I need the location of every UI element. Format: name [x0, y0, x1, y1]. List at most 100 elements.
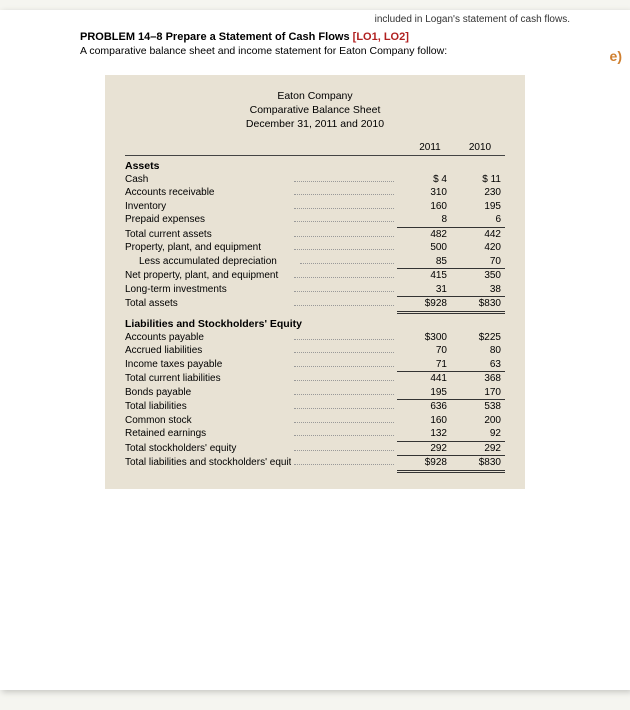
value-2011: 500 [397, 241, 451, 255]
table-row: Total liabilities and stockholders' equi… [125, 456, 505, 473]
value-2010: 195 [451, 200, 505, 214]
value-2011: 415 [397, 269, 451, 283]
table-row: Less accumulated depreciation 8570 [125, 255, 505, 270]
leader-dots [294, 228, 394, 237]
table-row: Cash$ 4$ 11 [125, 173, 505, 187]
value-2011: 292 [397, 442, 451, 457]
table-row: Bonds payable 195170 [125, 386, 505, 401]
learning-objectives: [LO1, LO2] [353, 31, 409, 43]
value-2010: 92 [451, 427, 505, 442]
value-2011: 482 [397, 228, 451, 242]
row-label: Income taxes payable [125, 358, 291, 372]
leader-dots [294, 200, 394, 209]
row-label: Bonds payable [125, 386, 291, 400]
liabilities-section-title: Liabilities and Stockholders' Equity [125, 318, 505, 330]
table-row: Property, plant, and equipment 500420 [125, 241, 505, 255]
value-2010: 38 [451, 283, 505, 298]
partial-header-text: included in Logan's statement of cash fl… [20, 10, 610, 25]
table-row: Accrued liabilities7080 [125, 344, 505, 358]
page: included in Logan's statement of cash fl… [0, 10, 630, 690]
table-row: Total current liabilities 441368 [125, 372, 505, 386]
row-label: Cash [125, 173, 291, 187]
leader-dots [294, 241, 394, 250]
sheet-header: Eaton Company Comparative Balance Sheet … [125, 89, 505, 132]
row-label: Accounts receivable [125, 186, 291, 200]
row-label: Total stockholders' equity [125, 442, 291, 456]
value-2011: 85 [397, 255, 451, 270]
problem-name: Prepare a Statement of Cash Flows [166, 31, 350, 43]
leader-dots [294, 400, 394, 409]
leader-dots [294, 414, 394, 423]
value-2010: 230 [451, 186, 505, 200]
value-2011: 70 [397, 344, 451, 358]
value-2010: $830 [451, 297, 505, 314]
value-2011: 636 [397, 400, 451, 414]
table-row: Total stockholders' equity292292 [125, 442, 505, 457]
row-label: Net property, plant, and equipment [125, 269, 291, 283]
sheet-date: December 31, 2011 and 2010 [125, 117, 505, 131]
value-2010: 420 [451, 241, 505, 255]
leader-dots [294, 456, 394, 465]
value-2011: 8 [397, 213, 451, 228]
table-row: Long-term investments 3138 [125, 283, 505, 298]
leader-dots [294, 427, 394, 436]
value-2010: 200 [451, 414, 505, 428]
value-2011: $ 4 [397, 173, 451, 187]
leader-dots [294, 344, 394, 353]
table-row: Inventory160195 [125, 200, 505, 214]
leader-dots [294, 358, 394, 367]
leader-dots [294, 386, 394, 395]
row-label: Accrued liabilities [125, 344, 291, 358]
row-label: Retained earnings [125, 427, 291, 441]
problem-heading: PROBLEM 14–8 Prepare a Statement of Cash… [80, 31, 610, 43]
table-row: Total current assets482442 [125, 228, 505, 242]
value-2010: 538 [451, 400, 505, 414]
value-2011: 441 [397, 372, 451, 386]
leader-dots [294, 372, 394, 381]
row-label: Accounts payable [125, 331, 291, 345]
table-row: Accounts receivable310230 [125, 186, 505, 200]
table-row: Net property, plant, and equipment415350 [125, 269, 505, 283]
value-2011: 160 [397, 414, 451, 428]
table-row: Total liabilities 636538 [125, 400, 505, 414]
table-row: Common stock 160200 [125, 414, 505, 428]
leader-dots [294, 331, 394, 340]
assets-section-title: Assets [125, 160, 505, 172]
value-2011: $928 [397, 297, 451, 314]
value-2010: 368 [451, 372, 505, 386]
value-2010: $830 [451, 456, 505, 473]
value-2011: 31 [397, 283, 451, 298]
leader-dots [294, 186, 394, 195]
balance-sheet: Eaton Company Comparative Balance Sheet … [105, 75, 525, 489]
leader-dots [294, 442, 394, 451]
column-headers: 2011 2010 [125, 142, 505, 156]
row-label: Common stock [125, 414, 291, 428]
problem-number: PROBLEM 14–8 [80, 31, 163, 43]
table-row: Income taxes payable 7163 [125, 358, 505, 373]
leader-dots [294, 173, 394, 182]
value-2011: 132 [397, 427, 451, 442]
table-row: Total assets $928$830 [125, 297, 505, 314]
row-label: Total assets [125, 297, 291, 311]
row-label: Total current liabilities [125, 372, 291, 386]
row-label: Property, plant, and equipment [125, 241, 291, 255]
row-label: Less accumulated depreciation [125, 255, 297, 269]
table-row: Retained earnings 13292 [125, 427, 505, 442]
value-2010: 170 [451, 386, 505, 401]
document-type: Comparative Balance Sheet [125, 103, 505, 117]
e-icon: e) [610, 48, 622, 64]
value-2011: 160 [397, 200, 451, 214]
value-2010: $225 [451, 331, 505, 345]
row-label: Total liabilities [125, 400, 291, 414]
value-2011: 195 [397, 386, 451, 401]
value-2010: 63 [451, 358, 505, 373]
leader-dots [294, 269, 394, 278]
value-2010: 442 [451, 228, 505, 242]
table-row: Accounts payable $300$225 [125, 331, 505, 345]
row-label: Long-term investments [125, 283, 291, 297]
value-2010: 70 [451, 255, 505, 270]
leader-dots [294, 283, 394, 292]
row-label: Prepaid expenses [125, 213, 291, 227]
value-2011: $300 [397, 331, 451, 345]
value-2011: 71 [397, 358, 451, 373]
